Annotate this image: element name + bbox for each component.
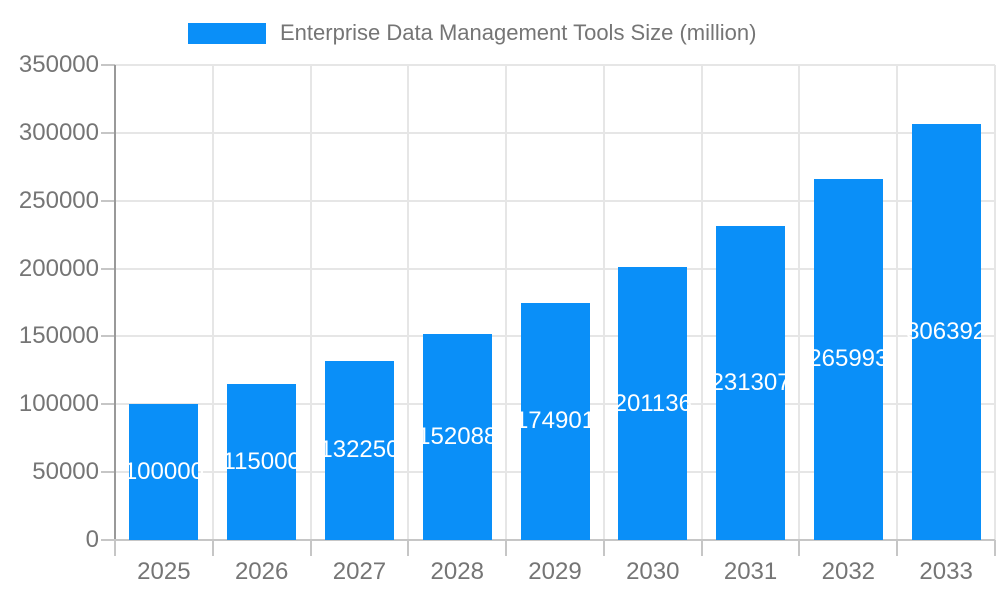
- y-tick-label: 350000: [18, 51, 99, 78]
- x-tick-label: 2032: [821, 558, 876, 585]
- x-tick-label: 2028: [430, 558, 484, 585]
- y-tick: [101, 199, 115, 202]
- x-tick: [309, 540, 312, 556]
- y-tick: [101, 64, 115, 66]
- v-gridline: [798, 65, 801, 540]
- x-tick-label: 2033: [919, 558, 973, 585]
- bar-value-label: 201136: [613, 389, 692, 417]
- bar-value-label: 132250: [319, 436, 400, 464]
- bar: 306392: [906, 124, 986, 540]
- y-tick-label: 50000: [32, 458, 99, 486]
- x-tick-label: 2025: [137, 558, 191, 585]
- bar: 152088: [417, 333, 497, 540]
- v-gridline: [407, 65, 410, 540]
- x-tick: [505, 540, 508, 556]
- legend-color-swatch: [188, 22, 266, 44]
- v-gridline: [211, 65, 214, 540]
- x-tick: [602, 540, 605, 556]
- h-gridline: [115, 267, 995, 270]
- v-gridline: [505, 65, 508, 540]
- chart-legend: Enterprise Data Management Tools Size (m…: [188, 20, 757, 45]
- y-tick-label: 300000: [18, 118, 99, 146]
- x-tick: [994, 540, 996, 556]
- bar: 231307: [711, 226, 791, 540]
- bar: 100000: [124, 404, 204, 540]
- x-tick: [896, 540, 899, 556]
- v-gridline: [896, 65, 899, 540]
- bar-value-label: 306392: [906, 318, 987, 346]
- bar: 174901: [515, 302, 595, 540]
- v-gridline: [700, 65, 703, 540]
- v-gridline: [602, 65, 605, 540]
- bar: 132250: [319, 360, 399, 540]
- x-axis-line: [101, 539, 995, 541]
- x-tick: [407, 540, 410, 556]
- h-gridline: [115, 131, 995, 134]
- x-tick-label: 2027: [332, 558, 387, 585]
- bar-value-label: 174901: [514, 407, 596, 435]
- x-tick: [798, 540, 801, 556]
- y-tick-label: 150000: [18, 322, 99, 350]
- bar: 201136: [614, 267, 692, 540]
- bar: 115000: [223, 383, 301, 540]
- x-tick-label: 2026: [234, 558, 289, 585]
- y-tick-label: 250000: [18, 186, 99, 214]
- v-gridline: [309, 65, 312, 540]
- bar: 265993: [808, 179, 888, 540]
- v-gridline: [994, 65, 996, 540]
- y-tick-label: 100000: [18, 390, 99, 418]
- x-tick: [211, 540, 214, 556]
- bar-value-label: 231307: [710, 369, 791, 397]
- y-axis-line: [114, 65, 116, 540]
- x-tick-label: 2030: [626, 558, 680, 585]
- y-tick-label: 200000: [18, 254, 99, 282]
- y-tick-label: 0: [85, 526, 99, 553]
- x-tick-label: 2031: [723, 558, 778, 585]
- h-gridline: [115, 64, 995, 66]
- h-gridline: [115, 199, 995, 202]
- x-tick-label: 2029: [528, 558, 582, 585]
- bar-value-label: 265993: [808, 345, 889, 373]
- x-tick: [114, 540, 116, 556]
- y-tick: [101, 403, 115, 406]
- y-tick: [101, 335, 115, 338]
- x-tick: [700, 540, 703, 556]
- bar-value-label: 115000: [222, 447, 301, 475]
- y-tick: [101, 131, 115, 134]
- y-tick: [101, 471, 115, 474]
- bar-value-label: 152088: [417, 422, 498, 450]
- chart-title: Enterprise Data Management Tools Size (m…: [280, 20, 757, 45]
- y-tick: [101, 267, 115, 270]
- bar-value-label: 100000: [123, 458, 204, 486]
